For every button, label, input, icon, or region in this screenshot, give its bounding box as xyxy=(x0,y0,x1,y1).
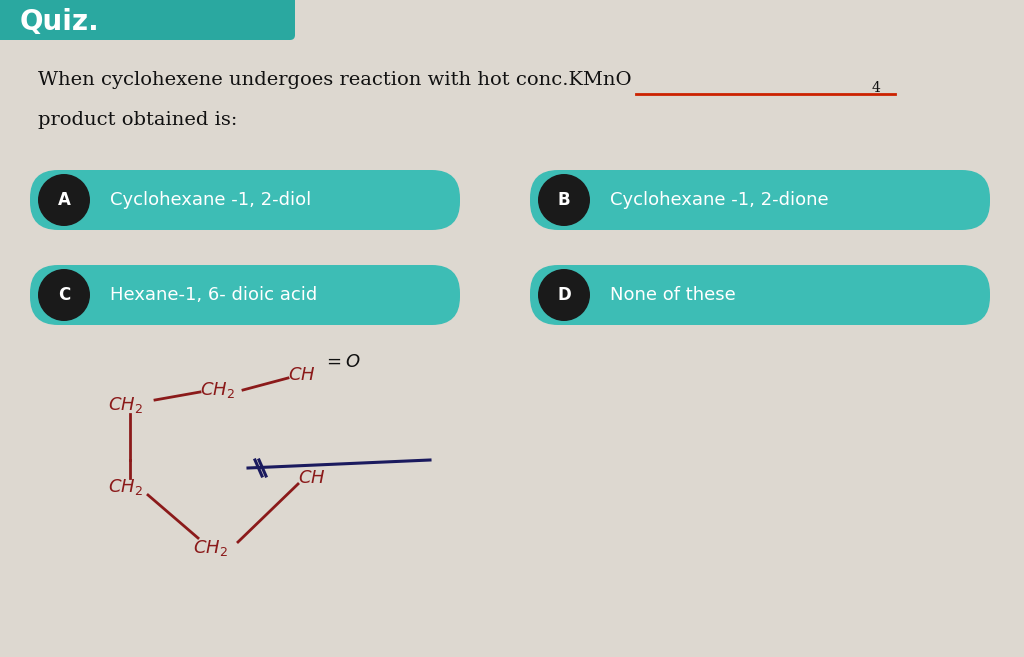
Text: $\mathit{CH}$: $\mathit{CH}$ xyxy=(288,366,315,384)
Circle shape xyxy=(38,269,90,321)
Text: $\mathit{CH}$: $\mathit{CH}$ xyxy=(298,469,326,487)
Circle shape xyxy=(538,174,590,226)
FancyBboxPatch shape xyxy=(0,0,295,40)
Text: B: B xyxy=(558,191,570,209)
Text: D: D xyxy=(557,286,570,304)
Text: 4: 4 xyxy=(872,81,881,95)
Text: None of these: None of these xyxy=(610,286,736,304)
Circle shape xyxy=(538,269,590,321)
Circle shape xyxy=(38,174,90,226)
FancyBboxPatch shape xyxy=(30,265,460,325)
Text: $\mathit{=O}$: $\mathit{=O}$ xyxy=(323,353,360,371)
FancyBboxPatch shape xyxy=(530,265,990,325)
Text: Hexane-1, 6- dioic acid: Hexane-1, 6- dioic acid xyxy=(110,286,317,304)
Text: $\mathit{CH_2}$: $\mathit{CH_2}$ xyxy=(200,380,234,400)
Text: $\mathit{CH_2}$: $\mathit{CH_2}$ xyxy=(108,395,143,415)
Text: Cyclohexane -1, 2-dione: Cyclohexane -1, 2-dione xyxy=(610,191,828,209)
Text: A: A xyxy=(57,191,71,209)
Text: product obtained is:: product obtained is: xyxy=(38,111,238,129)
FancyBboxPatch shape xyxy=(530,170,990,230)
Text: Quiz.: Quiz. xyxy=(20,8,99,36)
Text: $\mathit{CH_2}$: $\mathit{CH_2}$ xyxy=(193,538,228,558)
FancyBboxPatch shape xyxy=(30,170,460,230)
Text: Cyclohexane -1, 2-diol: Cyclohexane -1, 2-diol xyxy=(110,191,311,209)
Text: C: C xyxy=(58,286,70,304)
Text: $\mathit{CH_2}$: $\mathit{CH_2}$ xyxy=(108,477,143,497)
Text: When cyclohexene undergoes reaction with hot conc.KMnO: When cyclohexene undergoes reaction with… xyxy=(38,71,632,89)
